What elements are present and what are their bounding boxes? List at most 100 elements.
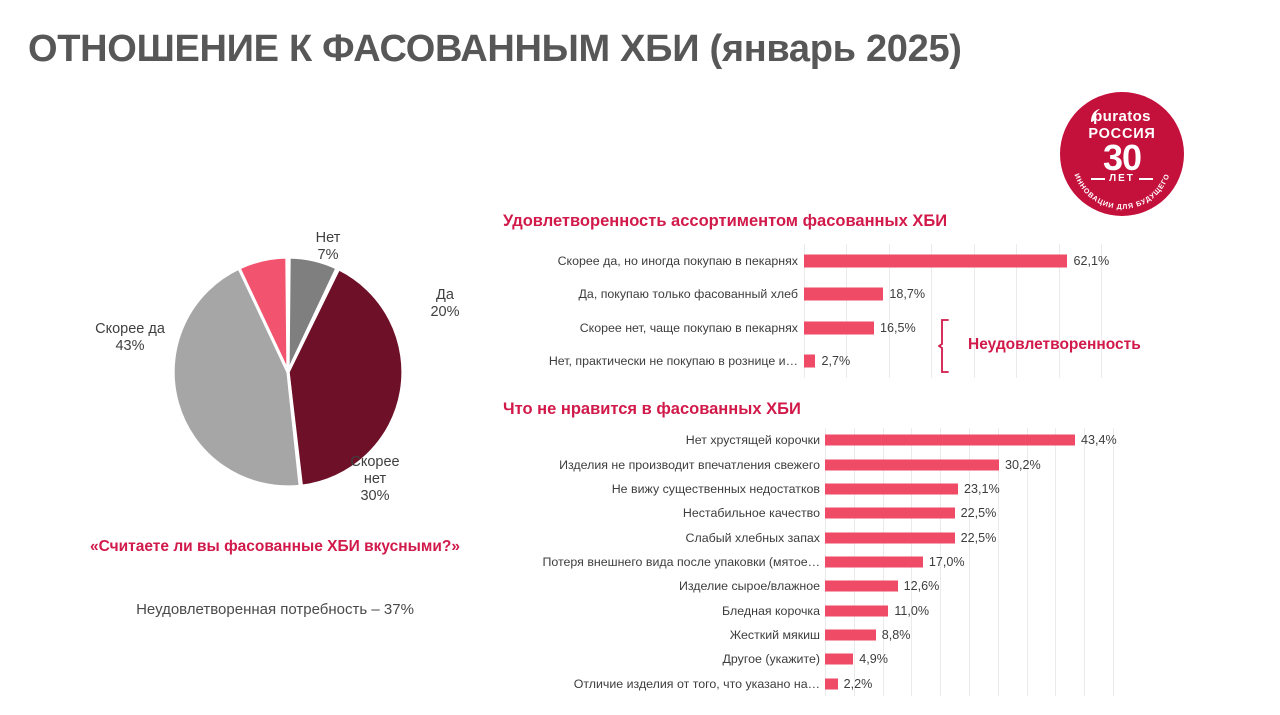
bar-value-label: 43,4%: [1080, 433, 1117, 448]
bar-value-label: 17,0%: [928, 554, 965, 569]
bracket-icon: [938, 319, 949, 373]
bar-category-label: Нет, практически не покупаю в рознице и…: [548, 354, 798, 369]
bar-track: [825, 678, 838, 690]
bar-track: [825, 653, 854, 665]
bar-row[interactable]: Изделие сырое/влажное 12,6%: [503, 574, 1173, 598]
bar-value-label: 8,8%: [881, 628, 911, 643]
bar-value-label: 4,9%: [859, 652, 888, 667]
bar-value-label: 18,7%: [889, 287, 926, 302]
bar-fill: [825, 605, 889, 617]
bar-value-label: 11,0%: [894, 603, 930, 618]
bar-track: [804, 254, 1068, 268]
bar-value-label: 16,5%: [880, 320, 916, 335]
logo-anniversary-number: 30: [1102, 136, 1142, 178]
bar-row[interactable]: Скорее да, но иногда покупаю в пекарнях 6…: [503, 244, 1173, 278]
bar-track: [825, 507, 955, 519]
logo-country: РОССИЯ: [1088, 126, 1156, 142]
bar-value-label: 2,2%: [843, 676, 873, 691]
bar-fill: [825, 507, 955, 519]
logo-years-row: ЛЕТ: [1091, 172, 1153, 184]
bar-category-label: Нет хрустящей корочки: [685, 433, 820, 448]
bar-track: [825, 532, 955, 544]
pie-label-skoree-net: Скорее нет 30%: [350, 454, 400, 505]
pie-chart: Нет 7% Да 20% Скорее нет 30% Скорее да 4…: [60, 230, 490, 520]
bar-value-label: 23,1%: [964, 481, 1000, 496]
pie-slice-net: [286, 255, 340, 373]
bar-fill: [825, 629, 876, 641]
bar-fill: [804, 321, 874, 335]
bar-row[interactable]: Изделия не производит впечатления свежег…: [503, 452, 1173, 476]
bar-row[interactable]: Да, покупаю только фасованный хлеб 18,7%: [503, 278, 1173, 312]
bar-fill: [825, 580, 898, 592]
bar-row[interactable]: Потеря внешнего вида после упаковки (мят…: [503, 550, 1173, 574]
bar-row[interactable]: Отличие изделия от того, что указано на……: [503, 672, 1173, 696]
bar-category-label: Не вижу существенных недостатков: [611, 481, 820, 496]
puratos-logo: ИННОВАЦИИ ДЛЯ БУДУЩЕГО puratos РОССИЯ 30…: [1060, 92, 1188, 220]
bar-track: [825, 605, 889, 617]
bar-fill: [825, 483, 959, 495]
bar-value-label: 22,5%: [960, 506, 997, 521]
bar-value-label: 2,7%: [821, 354, 851, 369]
chart1-annotation: Неудовлетворенность: [938, 318, 1178, 374]
bar-fill: [804, 287, 884, 301]
chart1-bars: Скорее да, но иногда покупаю в пекарнях 6…: [503, 244, 1173, 378]
logo-arc-text-svg: ИННОВАЦИИ ДЛЯ БУДУЩЕГО: [1073, 172, 1171, 211]
bar-row[interactable]: Нестабильное качество 22,5%: [503, 501, 1173, 525]
logo-dash-right: [1138, 178, 1153, 180]
bar-fill: [825, 653, 854, 665]
bar-fill: [804, 354, 816, 368]
bar-track: [825, 629, 876, 641]
bar-category-label: Потеря внешнего вида после упаковки (мят…: [542, 554, 820, 569]
bar-value-label: 30,2%: [1004, 457, 1041, 472]
pie-caption: «Считаете ли вы фасованные ХБИ вкусными?…: [90, 538, 460, 555]
bar-fill: [825, 459, 999, 471]
pie-slice-skoree-da: [236, 255, 290, 373]
bar-fill: [825, 434, 1075, 446]
bar-track: [825, 434, 1075, 446]
bar-track: [825, 459, 999, 471]
chart2-bars: Нет хрустящей корочки 43,4% Изделия не про…: [503, 428, 1173, 696]
bar-row[interactable]: Скорее нет, чаще покупаю в пекарнях 16,5%: [503, 311, 1173, 345]
bar-category-label: Скорее да, но иногда покупаю в пекарнях: [557, 253, 798, 268]
logo-years: ЛЕТ: [1109, 172, 1135, 184]
chart2-heading: Что не нравится в фасованных ХБИ: [503, 400, 801, 418]
logo-circle-background: [1060, 92, 1184, 216]
bar-row[interactable]: Нет, практически не покупаю в рознице и……: [503, 345, 1173, 379]
bar-category-label: Изделия не производит впечатления свежег…: [559, 457, 820, 472]
bar-fill: [825, 678, 838, 690]
bar-row[interactable]: Нет хрустящей корочки 43,4%: [503, 428, 1173, 452]
bar-row[interactable]: Не вижу существенных недостатков 23,1%: [503, 477, 1173, 501]
bar-fill: [825, 532, 955, 544]
bar-row[interactable]: Жесткий мякиш 8,8%: [503, 623, 1173, 647]
bar-fill: [825, 556, 923, 568]
pie-label-da: Да 20%: [430, 287, 460, 321]
pie-label-skoree-da: Скорее да 43%: [95, 321, 165, 355]
bar-value-label: 22,5%: [960, 530, 997, 545]
pie-slice-da: [286, 266, 405, 488]
logo-swoosh-icon: [1091, 109, 1100, 122]
chart1-heading: Удовлетворенность ассортиментом фасованн…: [503, 212, 948, 230]
bar-row[interactable]: Другое (укажите) 4,9%: [503, 647, 1173, 671]
bar-track: [825, 556, 923, 568]
pie-label-net: Нет 7%: [315, 230, 341, 264]
bar-value-label: 12,6%: [903, 579, 940, 594]
bar-track: [804, 354, 816, 368]
logo-inner-text: puratos РОССИЯ 30 ЛЕТ: [1060, 92, 1184, 216]
bar-track: [825, 580, 898, 592]
bar-category-label: Скорее нет, чаще покупаю в пекарнях: [579, 320, 798, 335]
bar-category-label: Бледная корочка: [722, 603, 820, 618]
bar-row[interactable]: Слабый хлебных запах 22,5%: [503, 525, 1173, 549]
bar-category-label: Жесткий мякиш: [729, 628, 820, 643]
bar-category-label: Отличие изделия от того, что указано на…: [573, 676, 820, 691]
bar-track: [825, 483, 959, 495]
pie-slice-skoree-net: [171, 265, 302, 489]
bar-category-label: Другое (укажите): [722, 652, 820, 667]
bar-category-label: Слабый хлебных запах: [685, 530, 820, 545]
logo-brand: puratos: [1093, 108, 1151, 125]
chart1-annotation-label: Неудовлетворенность: [968, 336, 1141, 353]
bar-row[interactable]: Бледная корочка 11,0%: [503, 599, 1173, 623]
pie-chart-svg: [171, 255, 405, 489]
bar-category-label: Нестабильное качество: [682, 506, 820, 521]
bar-track: [804, 321, 874, 335]
